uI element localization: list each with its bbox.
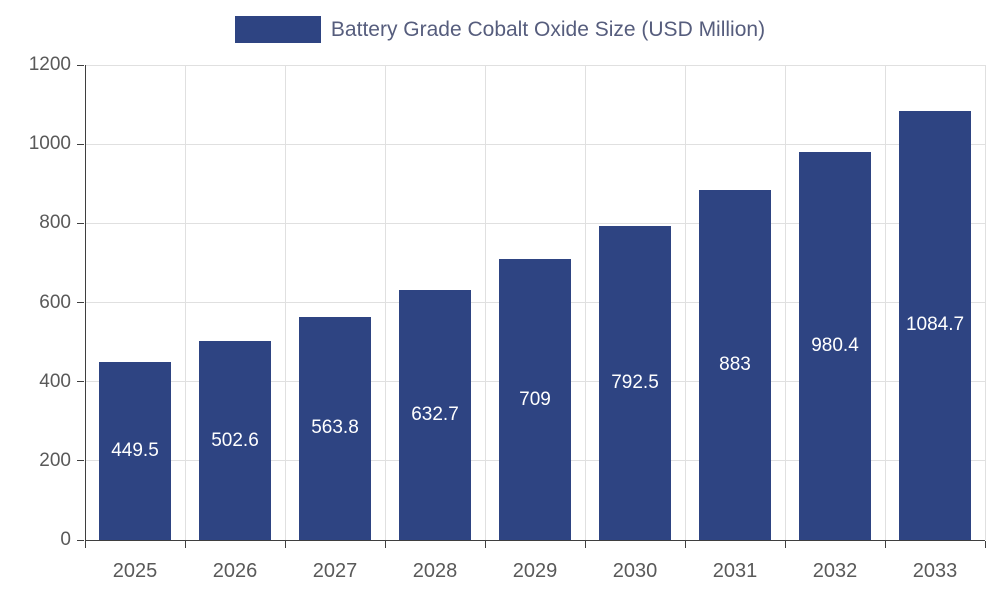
x-axis-label: 2031 <box>712 560 758 582</box>
y-axis-tick <box>77 222 84 224</box>
x-axis-line <box>85 540 985 541</box>
y-axis-label: 200 <box>39 449 71 471</box>
bar-value-label: 449.5 <box>111 440 159 462</box>
y-axis-label: 600 <box>39 291 71 313</box>
legend-label: Battery Grade Cobalt Oxide Size (USD Mil… <box>330 17 766 41</box>
vertical-gridline <box>784 65 786 540</box>
x-axis-tick <box>84 541 86 548</box>
legend[interactable]: Battery Grade Cobalt Oxide Size (USD Mil… <box>0 16 1000 43</box>
x-axis-tick <box>584 541 586 548</box>
x-axis-tick <box>784 541 786 548</box>
y-axis-tick <box>77 381 84 383</box>
x-axis-label: 2030 <box>612 560 658 582</box>
bar-2030[interactable]: 792.5 <box>599 226 671 540</box>
y-axis-label: 1000 <box>28 133 71 155</box>
bar-2032[interactable]: 980.4 <box>799 151 871 540</box>
bar-2029[interactable]: 709 <box>499 259 571 540</box>
y-axis-line <box>85 65 86 540</box>
x-axis-tick <box>384 541 386 548</box>
x-axis-label: 2032 <box>812 560 858 582</box>
vertical-gridline <box>184 65 186 540</box>
y-axis-label: 400 <box>39 370 71 392</box>
y-axis-tick <box>77 460 84 462</box>
y-axis-label: 1200 <box>28 54 71 75</box>
x-axis-tick <box>284 541 286 548</box>
x-axis-tick <box>884 541 886 548</box>
bar-value-label: 792.5 <box>611 372 659 394</box>
y-axis-tick <box>77 143 84 145</box>
x-axis-label: 2027 <box>312 560 358 582</box>
bar-value-label: 980.4 <box>811 334 859 356</box>
bar-value-label: 502.6 <box>211 429 259 451</box>
bar-2033[interactable]: 1084.7 <box>899 110 971 540</box>
bar-value-label: 632.7 <box>411 403 459 425</box>
bar-2027[interactable]: 563.8 <box>299 316 371 540</box>
y-axis-label: 0 <box>60 529 71 550</box>
y-axis-tick <box>77 64 84 66</box>
horizontal-gridline <box>85 64 985 66</box>
x-axis-tick <box>484 541 486 548</box>
vertical-gridline <box>484 65 486 540</box>
bar-2031[interactable]: 883 <box>699 190 771 540</box>
vertical-gridline <box>984 65 986 540</box>
y-axis-label: 800 <box>39 212 71 234</box>
vertical-gridline <box>884 65 886 540</box>
bar-value-label: 1084.7 <box>905 314 965 336</box>
bar-value-label: 563.8 <box>311 417 359 439</box>
x-axis-label: 2029 <box>512 560 558 582</box>
x-axis-tick <box>684 541 686 548</box>
vertical-gridline <box>284 65 286 540</box>
x-axis-label: 2026 <box>212 560 258 582</box>
bar-2028[interactable]: 632.7 <box>399 289 471 540</box>
x-axis-tick <box>984 541 986 548</box>
bar-value-label: 709 <box>519 388 551 410</box>
legend-swatch <box>234 16 321 43</box>
y-axis-tick <box>77 302 84 303</box>
x-axis-label: 2033 <box>912 560 958 582</box>
x-axis-tick <box>184 541 186 548</box>
vertical-gridline <box>684 65 686 540</box>
vertical-gridline <box>384 65 386 540</box>
bar-2026[interactable]: 502.6 <box>199 341 271 540</box>
bar-2025[interactable]: 449.5 <box>99 362 171 540</box>
bar-value-label: 883 <box>719 354 751 376</box>
horizontal-gridline <box>85 222 985 224</box>
horizontal-gridline <box>85 143 985 145</box>
x-axis-label: 2028 <box>412 560 458 582</box>
y-axis-tick <box>77 539 84 541</box>
x-axis-label: 2025 <box>112 560 158 582</box>
vertical-gridline <box>584 65 586 540</box>
